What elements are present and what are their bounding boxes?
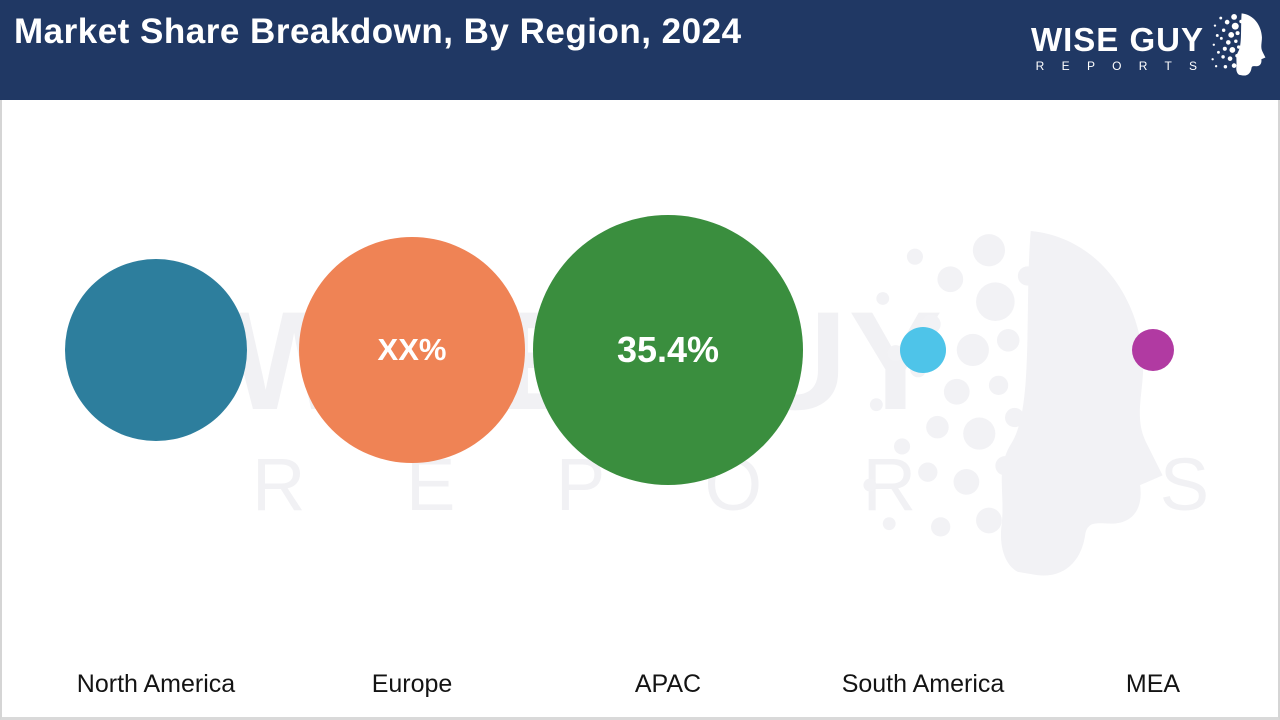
- watermark-head-icon: [844, 202, 1166, 588]
- logo-text: WISE GUY R E P O R T S: [1031, 23, 1204, 73]
- bubble-north-america: [65, 259, 247, 441]
- bubble-south-america: [900, 327, 946, 373]
- bubble-value-label: XX%: [377, 332, 447, 367]
- region-label-north-america: North America: [76, 670, 236, 698]
- wiseguy-logo: WISE GUY R E P O R T S: [1031, 0, 1280, 78]
- bubble-europe: XX%: [299, 237, 525, 463]
- region-label-mea: MEA: [1125, 670, 1181, 698]
- region-label-south-america: South America: [841, 670, 1005, 698]
- header-bar: Market Share Breakdown, By Region, 2024 …: [0, 0, 1280, 100]
- chart-area: WISE GUY R E P O R T S XX%35.4% North Am…: [0, 100, 1280, 720]
- logo-head-icon: [1208, 8, 1266, 78]
- region-label-apac: APAC: [634, 670, 702, 698]
- bubble-mea: [1132, 329, 1174, 371]
- logo-wordmark: WISE GUY: [1030, 21, 1204, 58]
- logo-subtitle: R E P O R T S: [1035, 59, 1204, 73]
- bubble-value-label: 35.4%: [616, 329, 720, 370]
- page-title: Market Share Breakdown, By Region, 2024: [14, 12, 742, 51]
- region-label-europe: Europe: [371, 670, 453, 698]
- bubble-apac: 35.4%: [533, 215, 803, 485]
